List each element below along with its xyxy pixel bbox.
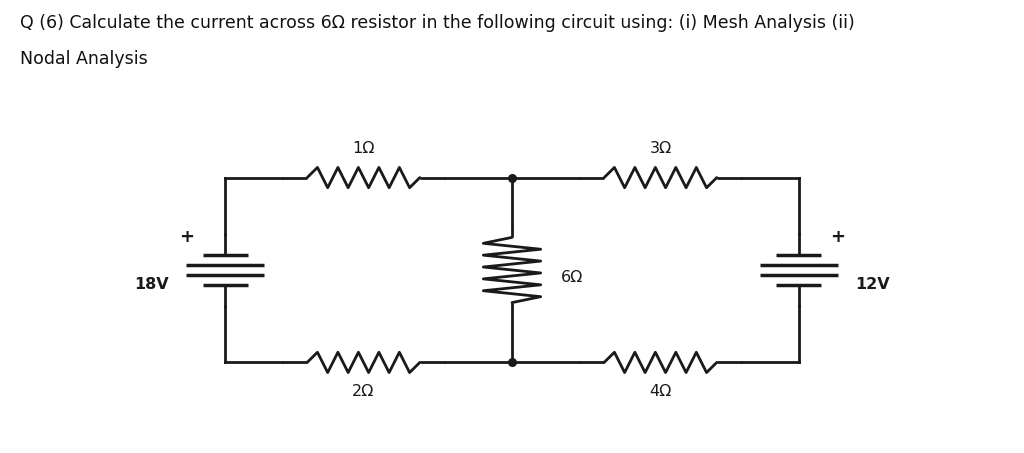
Text: +: + [830,228,845,246]
Text: 2Ω: 2Ω [352,384,375,399]
Text: 3Ω: 3Ω [649,141,672,156]
Text: 6Ω: 6Ω [561,270,584,285]
Text: 12V: 12V [855,277,890,292]
Text: 18V: 18V [134,277,169,292]
Text: Q (6) Calculate the current across 6Ω resistor in the following circuit using: (: Q (6) Calculate the current across 6Ω re… [20,14,855,32]
Text: 1Ω: 1Ω [352,141,375,156]
Text: Nodal Analysis: Nodal Analysis [20,50,148,68]
Text: 4Ω: 4Ω [649,384,672,399]
Text: +: + [179,228,194,246]
